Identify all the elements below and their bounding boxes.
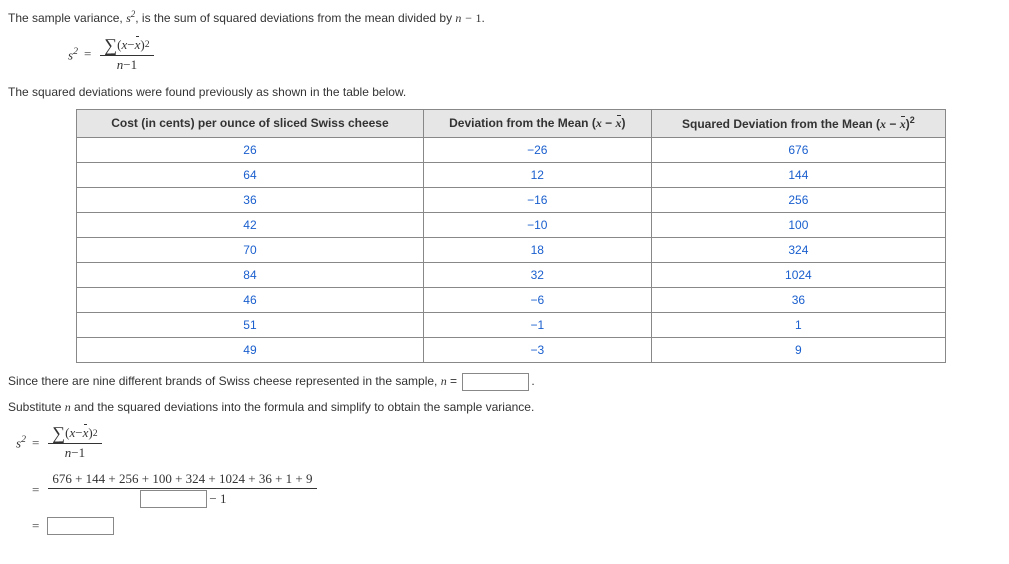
fraction: ∑ (x − x)2 n − 1 (100, 35, 153, 74)
denominator-input[interactable] (140, 490, 207, 508)
equals: = (32, 482, 39, 498)
sup-2: 2 (73, 46, 78, 57)
intro-line-1: The sample variance, s2, is the sum of s… (8, 8, 1001, 27)
fraction-substituted: 676 + 144 + 256 + 100 + 324 + 1024 + 36 … (48, 470, 316, 509)
equals: = (84, 46, 91, 62)
var-n-minus-1: n − 1 (455, 11, 481, 25)
equals: = (32, 435, 39, 451)
cell-squared-deviation: 256 (651, 187, 945, 212)
formula-result: = (26, 517, 1001, 535)
table-row: 26−26676 (77, 137, 946, 162)
var-xbar: x (135, 37, 141, 53)
cell-deviation: −10 (423, 212, 651, 237)
table-row: 42−10100 (77, 212, 946, 237)
minus: − (886, 117, 900, 131)
cell-deviation: −26 (423, 137, 651, 162)
text: Deviation from the Mean ( (449, 116, 596, 130)
var-s2: s2 (126, 11, 135, 25)
cell-deviation: −3 (423, 337, 651, 362)
cell-deviation: −16 (423, 187, 651, 212)
table-row: 6412144 (77, 162, 946, 187)
table-row: 49−39 (77, 337, 946, 362)
fraction: ∑ (x − x)2 n − 1 (48, 423, 101, 462)
minus: − (71, 445, 78, 461)
sigma-icon: ∑ (104, 36, 117, 54)
table-row: 84321024 (77, 262, 946, 287)
col-header-cost: Cost (in cents) per ounce of sliced Swis… (77, 109, 424, 137)
table-row: 36−16256 (77, 187, 946, 212)
sup-2: 2 (145, 39, 150, 50)
cell-squared-deviation: 1 (651, 312, 945, 337)
sample-size-line: Since there are nine different brands of… (8, 373, 1001, 391)
deviations-table: Cost (in cents) per ounce of sliced Swis… (76, 109, 946, 363)
var-xbar: x (83, 425, 89, 441)
cell-deviation: 12 (423, 162, 651, 187)
one: 1 (79, 445, 86, 461)
sup-2: 2 (910, 115, 915, 125)
text: . (482, 11, 485, 25)
text: Since there are nine different brands of… (8, 374, 441, 388)
table-row: 46−636 (77, 287, 946, 312)
cell-cost: 26 (77, 137, 424, 162)
text: , is the sum of squared deviations from … (135, 11, 455, 25)
sup-2: 2 (21, 434, 26, 445)
cell-cost: 46 (77, 287, 424, 312)
cell-deviation: 32 (423, 262, 651, 287)
text: . (531, 374, 534, 388)
formula-sample-variance: s2 = ∑ (x − x)2 n − 1 (68, 35, 1001, 74)
equals: = (447, 374, 461, 388)
cell-squared-deviation: 100 (651, 212, 945, 237)
formula-substituted: = 676 + 144 + 256 + 100 + 324 + 1024 + 3… (26, 470, 1001, 509)
n-input[interactable] (462, 373, 529, 391)
one: 1 (131, 57, 138, 73)
cell-cost: 70 (77, 237, 424, 262)
cell-cost: 42 (77, 212, 424, 237)
text: The sample variance, (8, 11, 126, 25)
cell-cost: 51 (77, 312, 424, 337)
cell-cost: 49 (77, 337, 424, 362)
text: Squared Deviation from the Mean ( (682, 117, 880, 131)
cell-squared-deviation: 676 (651, 137, 945, 162)
sup-2: 2 (93, 428, 98, 439)
result-input[interactable] (47, 517, 114, 535)
var-xbar: x (616, 116, 622, 131)
var-xbar: x (900, 117, 906, 132)
text: ) (622, 116, 626, 130)
substitute-line: Substitute n and the squared deviations … (8, 399, 1001, 416)
minus: − (127, 37, 134, 53)
table-row: 7018324 (77, 237, 946, 262)
cell-deviation: −1 (423, 312, 651, 337)
minus: − (602, 116, 616, 130)
minus: − (75, 425, 82, 441)
numerator-sum: 676 + 144 + 256 + 100 + 324 + 1024 + 36 … (48, 470, 316, 489)
cell-squared-deviation: 1024 (651, 262, 945, 287)
text: and the squared deviations into the form… (71, 400, 535, 414)
cell-deviation: −6 (423, 287, 651, 312)
text: Substitute (8, 400, 65, 414)
equals: = (32, 518, 39, 534)
table-row: 51−11 (77, 312, 946, 337)
col-header-deviation: Deviation from the Mean (x − x) (423, 109, 651, 137)
sigma-icon: ∑ (52, 424, 65, 442)
intro-line-2: The squared deviations were found previo… (8, 84, 1001, 101)
formula-sample-variance-repeat: s2 = ∑ (x − x)2 n − 1 (16, 423, 1001, 462)
minus-one: − 1 (209, 491, 226, 507)
cell-cost: 64 (77, 162, 424, 187)
minus: − (123, 57, 130, 73)
cell-cost: 84 (77, 262, 424, 287)
cell-squared-deviation: 324 (651, 237, 945, 262)
col-header-squared-deviation: Squared Deviation from the Mean (x − x)2 (651, 109, 945, 137)
cell-deviation: 18 (423, 237, 651, 262)
cell-squared-deviation: 36 (651, 287, 945, 312)
cell-squared-deviation: 144 (651, 162, 945, 187)
cell-cost: 36 (77, 187, 424, 212)
cell-squared-deviation: 9 (651, 337, 945, 362)
